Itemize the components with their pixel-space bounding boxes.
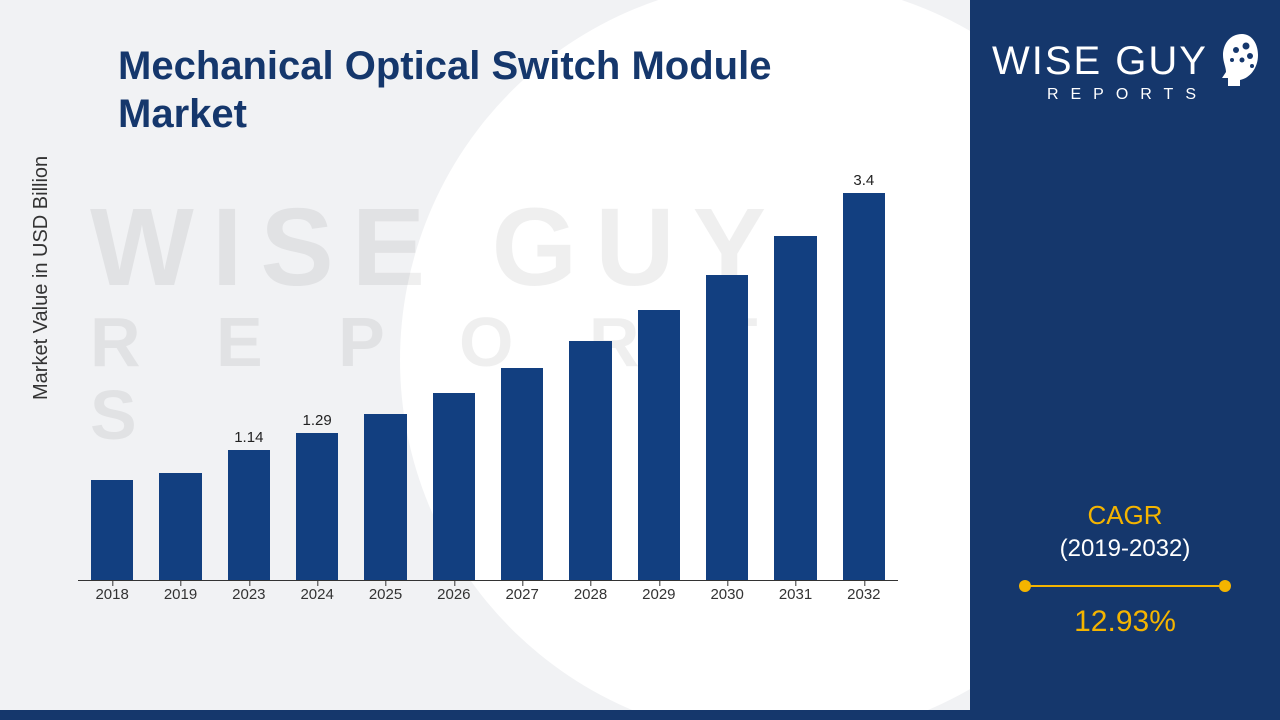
- bar-value-label: 1.29: [303, 412, 332, 429]
- bar: [706, 275, 748, 580]
- logo-text-main: WISE GUY: [992, 39, 1208, 84]
- x-tick-label: 2027: [505, 586, 538, 603]
- bar: [159, 473, 201, 580]
- head-dots-icon: [1216, 32, 1264, 90]
- x-tick-label: 2030: [710, 586, 743, 603]
- bar: [364, 414, 406, 580]
- y-axis-label: Market Value in USD Billion: [30, 156, 53, 400]
- cagr-value: 12.93%: [970, 605, 1280, 639]
- plot-area: 1.14 1.29 3.4: [78, 170, 898, 580]
- sidebar: WISE GUY REPORTS CAGR (2019-2032): [970, 0, 1280, 710]
- x-axis-line: [78, 580, 898, 581]
- bar: [638, 310, 680, 580]
- main-panel: WISE GUY R E P O R T S Mechanical Optica…: [0, 0, 970, 710]
- bar: 3.4: [843, 193, 885, 580]
- x-tick-label: 2032: [847, 586, 880, 603]
- bar: 1.14: [228, 450, 270, 580]
- x-tick-label: 2026: [437, 586, 470, 603]
- x-tick-label: 2029: [642, 586, 675, 603]
- brand-logo: WISE GUY REPORTS: [974, 32, 1264, 104]
- logo-main-row: WISE GUY: [992, 32, 1264, 90]
- cagr-label: CAGR: [970, 500, 1280, 531]
- x-tick-label: 2024: [300, 586, 333, 603]
- bar-value-label: 1.14: [234, 429, 263, 446]
- bar-chart: 1.14 1.29 3.4 2018 2019 2023 2024 2025 2026 2027…: [78, 170, 898, 610]
- x-tick-label: 2031: [779, 586, 812, 603]
- bar: [501, 368, 543, 580]
- chart-title: Mechanical Optical Switch Module Market: [118, 42, 818, 138]
- x-tick-label: 2018: [95, 586, 128, 603]
- x-tick-label: 2025: [369, 586, 402, 603]
- x-tick-label: 2023: [232, 586, 265, 603]
- cagr-range: (2019-2032): [970, 535, 1280, 563]
- bar: [433, 393, 475, 580]
- x-tick-label: 2019: [164, 586, 197, 603]
- bar: 1.29: [296, 433, 338, 580]
- cagr-block: CAGR (2019-2032) 12.93%: [970, 500, 1280, 639]
- page-root: WISE GUY REPORTS CAGR (2019-2032): [0, 0, 1280, 720]
- bar-value-label: 3.4: [853, 172, 874, 189]
- bar: [774, 236, 816, 580]
- bar: [91, 480, 133, 580]
- bar: [569, 341, 611, 580]
- x-tick-label: 2028: [574, 586, 607, 603]
- cagr-ruler: [1025, 585, 1225, 587]
- bottom-strip: [0, 710, 1280, 720]
